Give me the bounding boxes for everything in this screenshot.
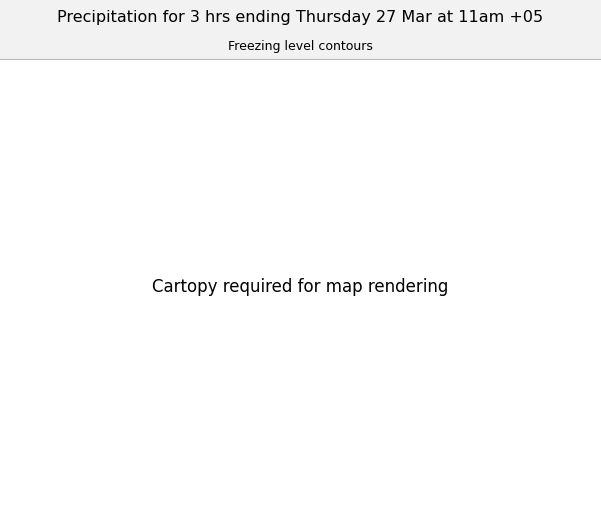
Text: Freezing level contours: Freezing level contours (228, 40, 373, 52)
Text: Cartopy required for map rendering: Cartopy required for map rendering (152, 278, 449, 296)
Text: Precipitation for 3 hrs ending Thursday 27 Mar at 11am +05: Precipitation for 3 hrs ending Thursday … (58, 10, 543, 25)
